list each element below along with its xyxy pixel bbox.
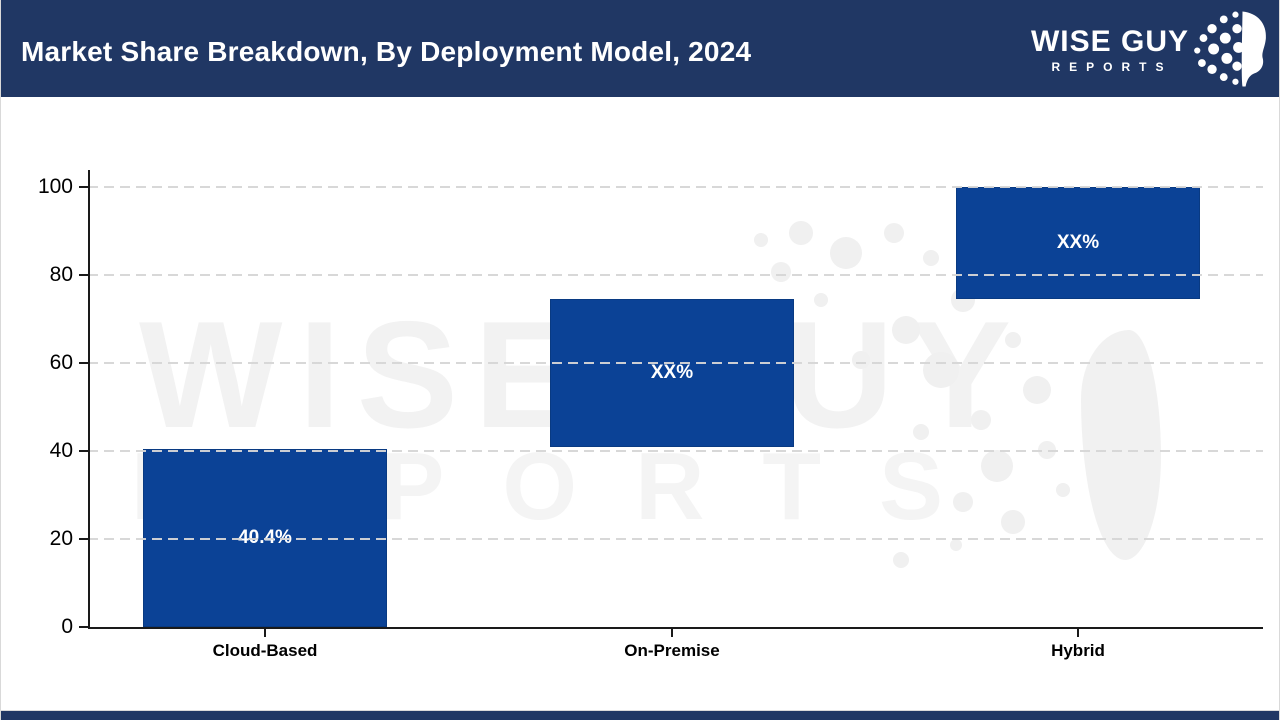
bar-value-label: 40.4% bbox=[238, 527, 292, 549]
page-title: Market Share Breakdown, By Deployment Mo… bbox=[21, 36, 752, 67]
bar-segment: XX% bbox=[550, 298, 794, 448]
watermark-dot bbox=[892, 316, 920, 344]
x-tick bbox=[264, 629, 266, 637]
watermark-dot bbox=[971, 410, 991, 430]
y-tick bbox=[79, 274, 88, 276]
watermark-dot bbox=[852, 351, 870, 369]
y-tick-label: 40 bbox=[49, 439, 73, 462]
watermark-dot bbox=[923, 352, 959, 388]
gridline bbox=[88, 450, 1263, 452]
watermark-dot bbox=[981, 450, 1013, 482]
y-tick bbox=[79, 538, 88, 540]
gridline bbox=[88, 538, 1263, 540]
bottom-hairline bbox=[1, 710, 1279, 711]
bar-segment: XX% bbox=[956, 187, 1200, 299]
watermark-dot bbox=[771, 262, 791, 282]
bar-value-label: XX% bbox=[1056, 231, 1100, 253]
footer-bar bbox=[1, 711, 1279, 720]
y-tick-label: 60 bbox=[49, 351, 73, 374]
y-tick-label: 80 bbox=[49, 263, 73, 286]
watermark-dot bbox=[1005, 332, 1021, 348]
watermark-dot bbox=[754, 233, 768, 247]
watermark-dot bbox=[1023, 376, 1051, 404]
watermark-dot bbox=[913, 424, 929, 440]
logo-reports-text: REPORTS bbox=[1051, 59, 1173, 74]
x-tick bbox=[671, 629, 673, 637]
gridline bbox=[88, 274, 1263, 276]
watermark-dot bbox=[814, 293, 828, 307]
y-tick-label: 100 bbox=[37, 175, 73, 198]
x-tick bbox=[1077, 629, 1079, 637]
watermark-dot bbox=[950, 539, 962, 551]
watermark-dot bbox=[1056, 483, 1070, 497]
y-tick bbox=[79, 450, 88, 452]
watermark-dot bbox=[1001, 510, 1025, 534]
y-tick-label: 20 bbox=[49, 527, 73, 550]
gridline bbox=[88, 186, 1263, 188]
y-tick bbox=[79, 186, 88, 188]
watermark-dot bbox=[884, 223, 904, 243]
wise-guy-logo: WISE GUY REPORTS bbox=[1031, 4, 1269, 94]
bar-value-label: XX% bbox=[650, 361, 694, 383]
x-axis-line bbox=[88, 627, 1263, 629]
gridline bbox=[88, 362, 1263, 364]
watermark-dot bbox=[789, 221, 813, 245]
x-axis-label: Cloud-Based bbox=[212, 641, 318, 660]
y-tick bbox=[79, 626, 88, 628]
logo-wise-guy-text: WISE GUY bbox=[1030, 24, 1189, 58]
watermark-face-blob bbox=[1081, 330, 1161, 560]
logo-wordmark: WISE GUY REPORTS bbox=[1031, 25, 1189, 74]
y-axis-line bbox=[88, 170, 90, 629]
header: Market Share Breakdown, By Deployment Mo… bbox=[1, 0, 1279, 97]
x-axis-label: On-Premise bbox=[624, 641, 720, 660]
watermark-dot bbox=[923, 250, 939, 266]
watermark-dot bbox=[893, 552, 909, 568]
watermark-dot bbox=[830, 237, 862, 269]
watermark-dot bbox=[953, 492, 973, 512]
x-axis-label: Hybrid bbox=[1051, 641, 1105, 660]
y-tick-label: 0 bbox=[61, 615, 73, 638]
wise-guy-logo-face-icon bbox=[1194, 11, 1266, 87]
y-tick bbox=[79, 362, 88, 364]
